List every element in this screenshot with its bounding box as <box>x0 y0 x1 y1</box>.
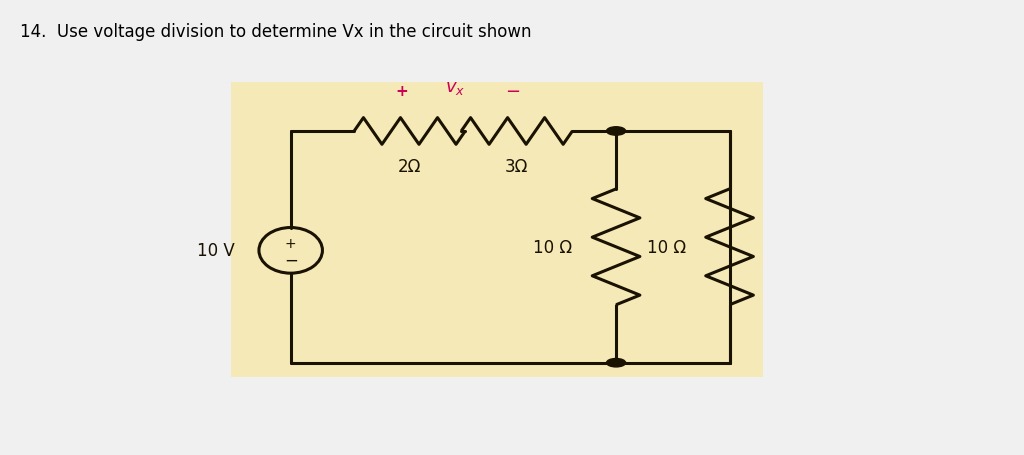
Text: −: − <box>284 251 298 268</box>
Text: 10 Ω: 10 Ω <box>534 238 572 256</box>
Text: 10 Ω: 10 Ω <box>647 238 686 256</box>
Text: +: + <box>285 236 297 250</box>
Circle shape <box>606 127 626 136</box>
Text: 2Ω: 2Ω <box>398 158 422 176</box>
Bar <box>231 83 763 377</box>
Text: +: + <box>395 84 409 99</box>
Text: 10 V: 10 V <box>198 242 236 260</box>
Text: 14.  Use voltage division to determine Vx in the circuit shown: 14. Use voltage division to determine Vx… <box>20 23 532 40</box>
Text: 3Ω: 3Ω <box>505 158 528 176</box>
Circle shape <box>606 359 626 367</box>
Text: −: − <box>505 82 520 101</box>
Text: $\mathit{v}_x$: $\mathit{v}_x$ <box>445 79 466 97</box>
